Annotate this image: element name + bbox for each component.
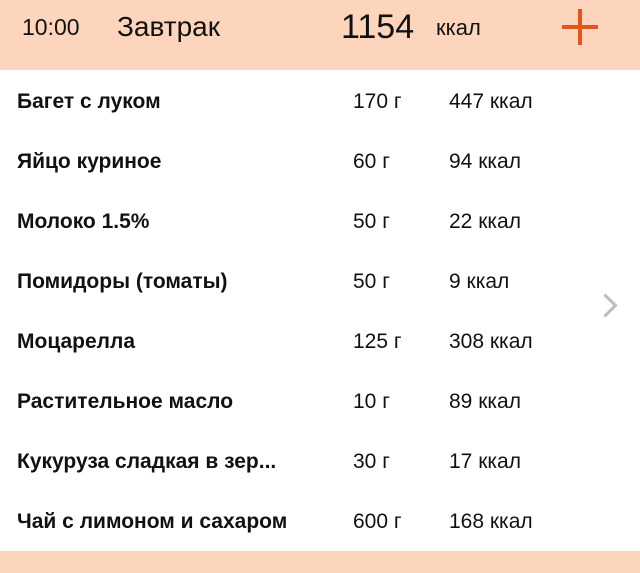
food-name: Кукуруза сладкая в зер... bbox=[17, 450, 277, 473]
food-kcal: 94 ккал bbox=[449, 150, 521, 173]
food-weight: 170 г bbox=[353, 90, 402, 113]
food-name: Растительное масло bbox=[17, 390, 234, 413]
food-row[interactable]: Чай с лимоном и сахаром 600 г 168 ккал bbox=[0, 492, 640, 552]
food-name: Чай с лимоном и сахаром bbox=[17, 510, 288, 533]
food-weight: 600 г bbox=[353, 510, 402, 533]
food-name: Моцарелла bbox=[17, 330, 136, 353]
food-row[interactable]: Моцарелла 125 г 308 ккал bbox=[0, 312, 640, 372]
food-weight: 50 г bbox=[353, 270, 390, 293]
food-row[interactable]: Помидоры (томаты) 50 г 9 ккал bbox=[0, 252, 640, 312]
food-row[interactable]: Растительное масло 10 г 89 ккал bbox=[0, 372, 640, 432]
meal-time[interactable]: 10:00 bbox=[22, 14, 80, 40]
food-name: Яйцо куриное bbox=[17, 150, 162, 173]
food-row[interactable]: Багет с луком 170 г 447 ккал bbox=[0, 72, 640, 132]
food-kcal: 447 ккал bbox=[449, 90, 533, 113]
food-weight: 50 г bbox=[353, 210, 390, 233]
food-name: Молоко 1.5% bbox=[17, 210, 150, 233]
food-name: Багет с луком bbox=[17, 90, 161, 113]
food-kcal: 308 ккал bbox=[449, 330, 533, 353]
food-kcal: 89 ккал bbox=[449, 390, 521, 413]
food-kcal: 22 ккал bbox=[449, 210, 521, 233]
food-kcal: 17 ккал bbox=[449, 450, 521, 473]
food-kcal: 168 ккал bbox=[449, 510, 533, 533]
food-weight: 60 г bbox=[353, 150, 390, 173]
add-food-button[interactable] bbox=[562, 9, 598, 45]
food-weight: 125 г bbox=[353, 330, 402, 353]
food-kcal: 9 ккал bbox=[449, 270, 510, 293]
food-row[interactable]: Яйцо куриное 60 г 94 ккал bbox=[0, 132, 640, 192]
food-weight: 30 г bbox=[353, 450, 390, 473]
kcal-unit: ккал bbox=[436, 15, 481, 40]
meal-header: 10:00 Завтрак 1154 ккал bbox=[0, 0, 640, 70]
meal-total-kcal: 1154 bbox=[341, 8, 415, 46]
food-name: Помидоры (томаты) bbox=[17, 270, 228, 293]
food-weight: 10 г bbox=[353, 390, 390, 413]
food-row[interactable]: Молоко 1.5% 50 г 22 ккал bbox=[0, 192, 640, 252]
food-row[interactable]: Кукуруза сладкая в зер... 30 г 17 ккал bbox=[0, 432, 640, 492]
meal-name: Завтрак bbox=[117, 11, 220, 42]
footer-bar bbox=[0, 551, 640, 573]
